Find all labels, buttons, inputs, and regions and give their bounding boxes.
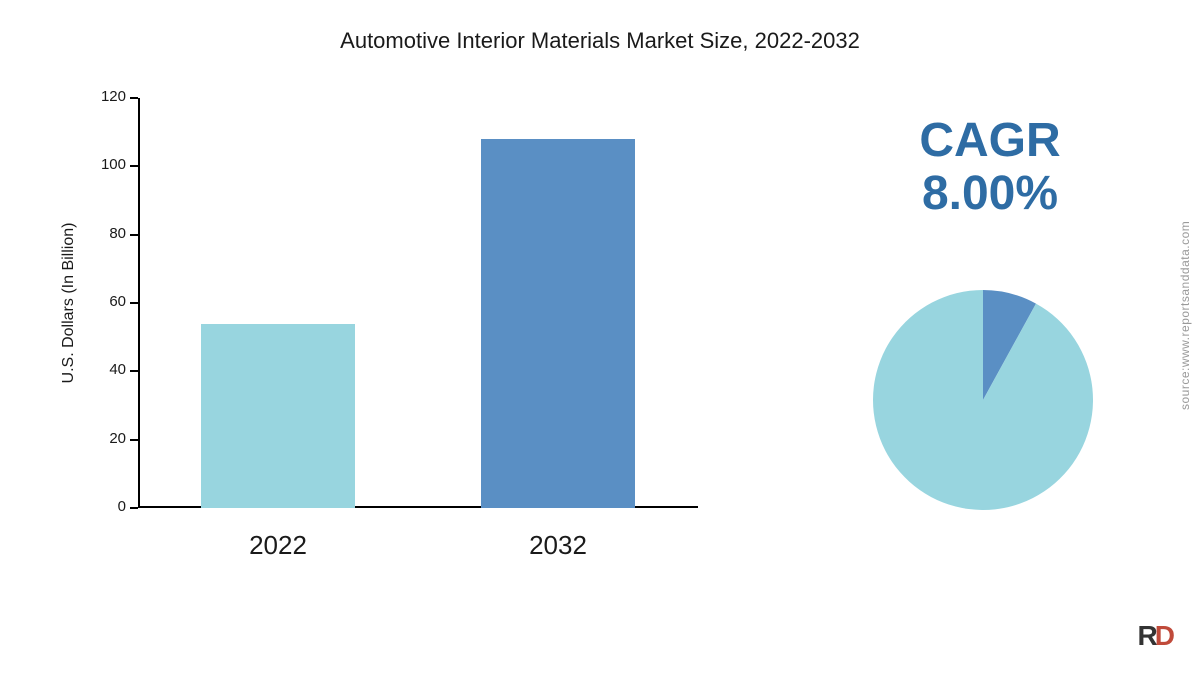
x-tick-label: 2032 [478, 530, 638, 561]
y-tick-label: 120 [82, 88, 126, 105]
y-axis-label: U.S. Dollars (In Billion) [60, 98, 78, 508]
chart-title: Automotive Interior Materials Market Siz… [0, 28, 1200, 54]
y-tick-label: 40 [82, 361, 126, 378]
y-tick [130, 370, 138, 372]
y-tick-label: 0 [82, 498, 126, 515]
cagr-text: CAGR 8.00% [830, 115, 1150, 221]
cagr-line-1: CAGR [830, 115, 1150, 168]
y-tick-label: 60 [82, 293, 126, 310]
logo: RD [1138, 620, 1172, 652]
y-tick [130, 234, 138, 236]
y-tick-label: 20 [82, 430, 126, 447]
y-tick-label: 100 [82, 156, 126, 173]
source-text: source:www.reportsanddata.com [1178, 221, 1192, 410]
y-tick-label: 80 [82, 225, 126, 242]
y-tick [130, 302, 138, 304]
x-tick-label: 2022 [198, 530, 358, 561]
logo-d: D [1155, 620, 1172, 651]
y-tick [130, 97, 138, 99]
bar [201, 324, 355, 509]
y-tick [130, 439, 138, 441]
cagr-line-2: 8.00% [830, 168, 1150, 221]
bar [481, 139, 635, 508]
canvas: Automotive Interior Materials Market Siz… [0, 0, 1200, 674]
y-axis [138, 98, 140, 508]
y-tick [130, 165, 138, 167]
pie-slice [873, 290, 1093, 510]
y-tick [130, 507, 138, 509]
pie-chart [873, 290, 1093, 510]
logo-r: R [1138, 620, 1155, 651]
